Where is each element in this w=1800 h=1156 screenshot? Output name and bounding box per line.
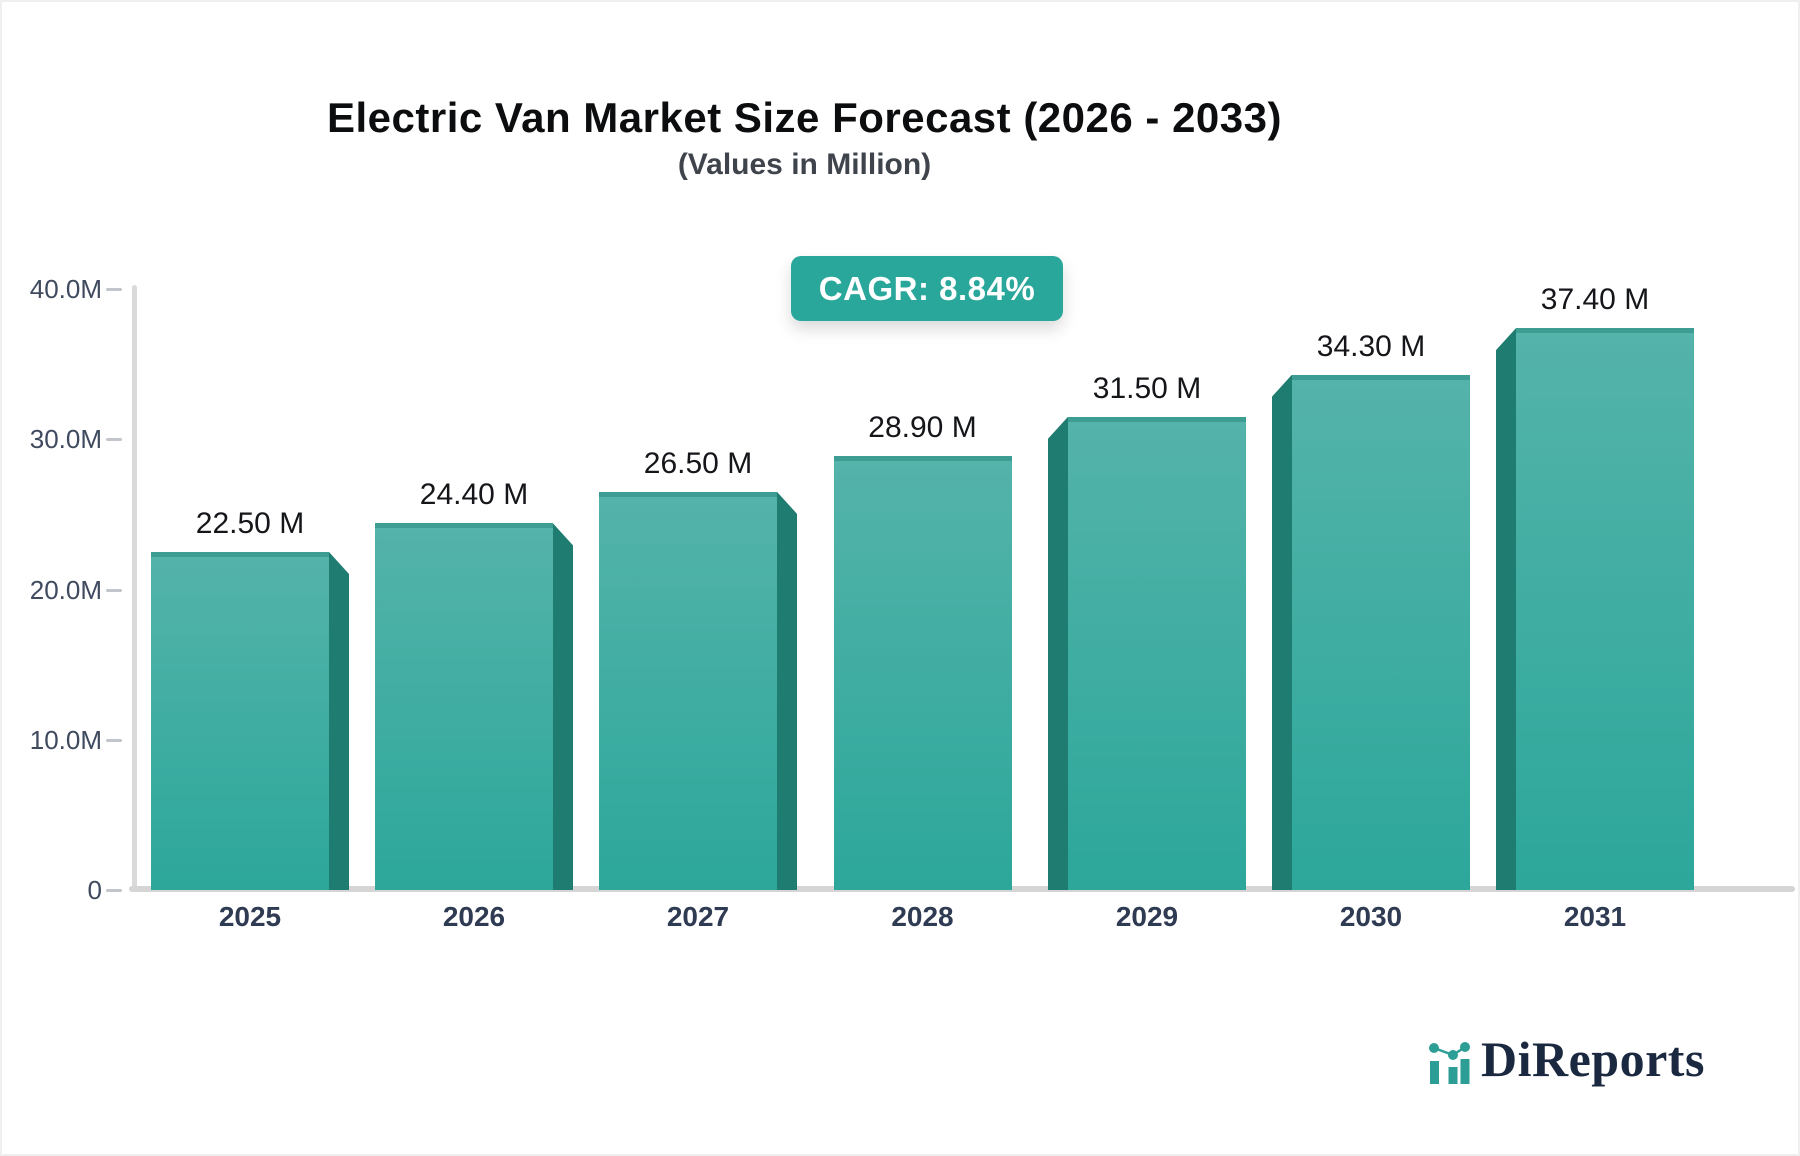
y-axis-label: 0 — [87, 875, 102, 905]
bar-2027[interactable] — [599, 491, 777, 890]
y-axis-tick — [106, 438, 122, 442]
chart-title: Electric Van Market Size Forecast (2026 … — [327, 94, 1282, 141]
bar-group: 28.90 M — [824, 411, 1022, 890]
bar-value-label: 22.50 M — [195, 506, 305, 540]
y-axis-tick — [106, 588, 122, 592]
bar-2026[interactable] — [375, 523, 553, 890]
bar-2028[interactable] — [833, 455, 1012, 890]
y-axis-tick — [106, 738, 122, 742]
bar-3d-side — [1048, 416, 1068, 890]
chart-subtitle: (Values in Million) — [677, 148, 932, 181]
bar-group: 37.40 M — [1496, 283, 1694, 890]
bar-value-label: 24.40 M — [419, 478, 529, 512]
bar-group: 34.30 M — [1272, 330, 1470, 890]
y-axis-line — [132, 285, 137, 892]
bar-value-label: 26.50 M — [643, 446, 753, 480]
direports-logo: DiReports — [1426, 1032, 1705, 1086]
bar-group: 26.50 M — [599, 447, 797, 890]
bar-group: 31.50 M — [1048, 372, 1246, 890]
bar-3d-side — [1496, 328, 1516, 890]
x-axis-label: 2026 — [442, 901, 506, 932]
bar-2030[interactable] — [1292, 374, 1470, 890]
y-axis-label: 20.0M — [29, 574, 102, 605]
y-axis-label: 40.0M — [29, 274, 102, 304]
x-axis-label: 2029 — [1115, 901, 1179, 932]
bar-2025[interactable] — [151, 551, 329, 890]
x-axis-label: 2025 — [218, 901, 282, 932]
bar-group: 22.50 M — [151, 507, 349, 890]
bar-value-label: 31.50 M — [1092, 371, 1202, 405]
bar-3d-side — [553, 523, 573, 890]
y-axis-label: 10.0M — [29, 724, 102, 755]
direports-logo-text: DiReports — [1481, 1031, 1705, 1087]
bar-2031[interactable] — [1516, 328, 1694, 890]
cagr-badge-label: CAGR: 8.84% — [818, 269, 1036, 307]
bar-3d-side — [777, 491, 797, 890]
bar-group: 24.40 M — [375, 478, 573, 890]
direports-logo-icon — [1429, 1042, 1470, 1084]
y-axis-tick — [106, 288, 122, 291]
x-axis-label: 2028 — [891, 901, 954, 932]
cagr-badge: CAGR: 8.84% — [791, 256, 1063, 321]
x-axis-label: 2031 — [1563, 901, 1627, 932]
x-axis-label: 2030 — [1339, 901, 1403, 932]
x-axis-label: 2027 — [666, 901, 730, 932]
bar-value-label: 37.40 M — [1540, 283, 1650, 317]
bar-3d-side — [329, 551, 349, 890]
y-axis-tick — [106, 889, 122, 892]
bar-value-label: 34.30 M — [1316, 329, 1426, 363]
y-axis-label: 30.0M — [29, 424, 102, 455]
bar-3d-side — [1272, 374, 1292, 890]
bar-2029[interactable] — [1068, 416, 1246, 890]
bar-value-label: 28.90 M — [868, 410, 977, 444]
